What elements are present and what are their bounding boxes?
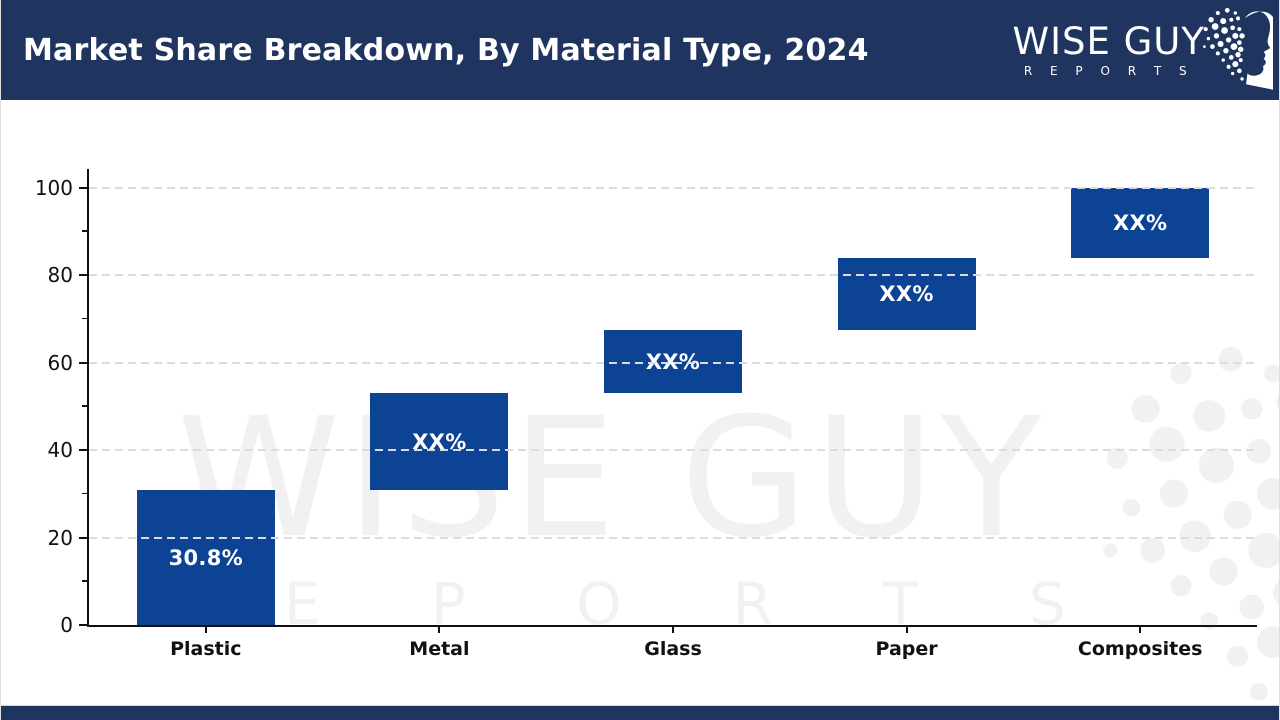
- y-tick: [79, 186, 87, 189]
- y-grid-line: [89, 449, 1257, 451]
- wiseguy-face-icon: [1199, 6, 1273, 94]
- y-axis-line: [87, 169, 89, 627]
- y-tick: [79, 449, 87, 451]
- bar-value-label: XX%: [879, 281, 934, 306]
- logo-reports-label: R E P O R T S: [1023, 64, 1194, 78]
- y-grid-line: [89, 536, 1257, 539]
- x-tick: [672, 626, 674, 633]
- bar: XX%: [1071, 187, 1210, 258]
- x-category-label: Composites: [1077, 638, 1203, 660]
- y-grid-line: [89, 274, 1257, 276]
- x-category-label: Paper: [875, 638, 938, 660]
- y-minor-tick: [82, 492, 87, 495]
- y-tick-label: 80: [47, 263, 73, 287]
- x-tick: [204, 626, 207, 633]
- y-tick-label: 20: [47, 525, 73, 550]
- chart-title: Market Share Breakdown, By Material Type…: [23, 32, 869, 68]
- logo-wiseguy-label: WISE GUY: [1012, 20, 1205, 63]
- footer-bar: [1, 705, 1279, 720]
- x-category-label: Plastic: [170, 638, 242, 660]
- bar-value-label: 30.8%: [168, 545, 243, 570]
- x-axis-line: [87, 625, 1257, 627]
- x-category-label: Glass: [644, 638, 702, 660]
- y-tick: [79, 624, 87, 626]
- y-tick-label: 0: [60, 613, 73, 637]
- y-minor-tick: [82, 405, 87, 407]
- x-tick: [1139, 626, 1142, 633]
- x-category-label: Metal: [409, 638, 470, 660]
- bar: XX%: [370, 393, 509, 491]
- header-bar: Market Share Breakdown, By Material Type…: [1, 0, 1279, 100]
- wiseguy-logo: WISE GUY R E P O R T S: [1013, 6, 1273, 94]
- bar-value-label: XX%: [1113, 210, 1168, 235]
- y-grid-line: [89, 361, 1257, 364]
- chart-area: WISE GUY R E P O R T S 30.8% Plastic XX% Me…: [1, 100, 1279, 706]
- bar: XX%: [837, 257, 976, 331]
- y-tick: [79, 274, 87, 276]
- y-tick-label: 40: [47, 438, 73, 462]
- y-tick-label: 100: [34, 175, 73, 200]
- x-tick: [905, 626, 908, 633]
- y-tick: [79, 536, 87, 539]
- y-grid-line: [89, 186, 1257, 189]
- bar: 30.8%: [136, 490, 275, 625]
- y-tick-label: 60: [47, 350, 73, 375]
- watermark: WISE GUY R E P O R T S: [113, 338, 1280, 720]
- watermark-face-icon: [1082, 338, 1280, 720]
- y-minor-tick: [82, 230, 87, 232]
- y-tick: [79, 361, 87, 364]
- y-minor-tick: [82, 580, 87, 582]
- x-tick: [438, 626, 441, 633]
- y-minor-tick: [82, 317, 87, 320]
- wiseguy-logo-text: WISE GUY R E P O R T S: [1013, 23, 1205, 77]
